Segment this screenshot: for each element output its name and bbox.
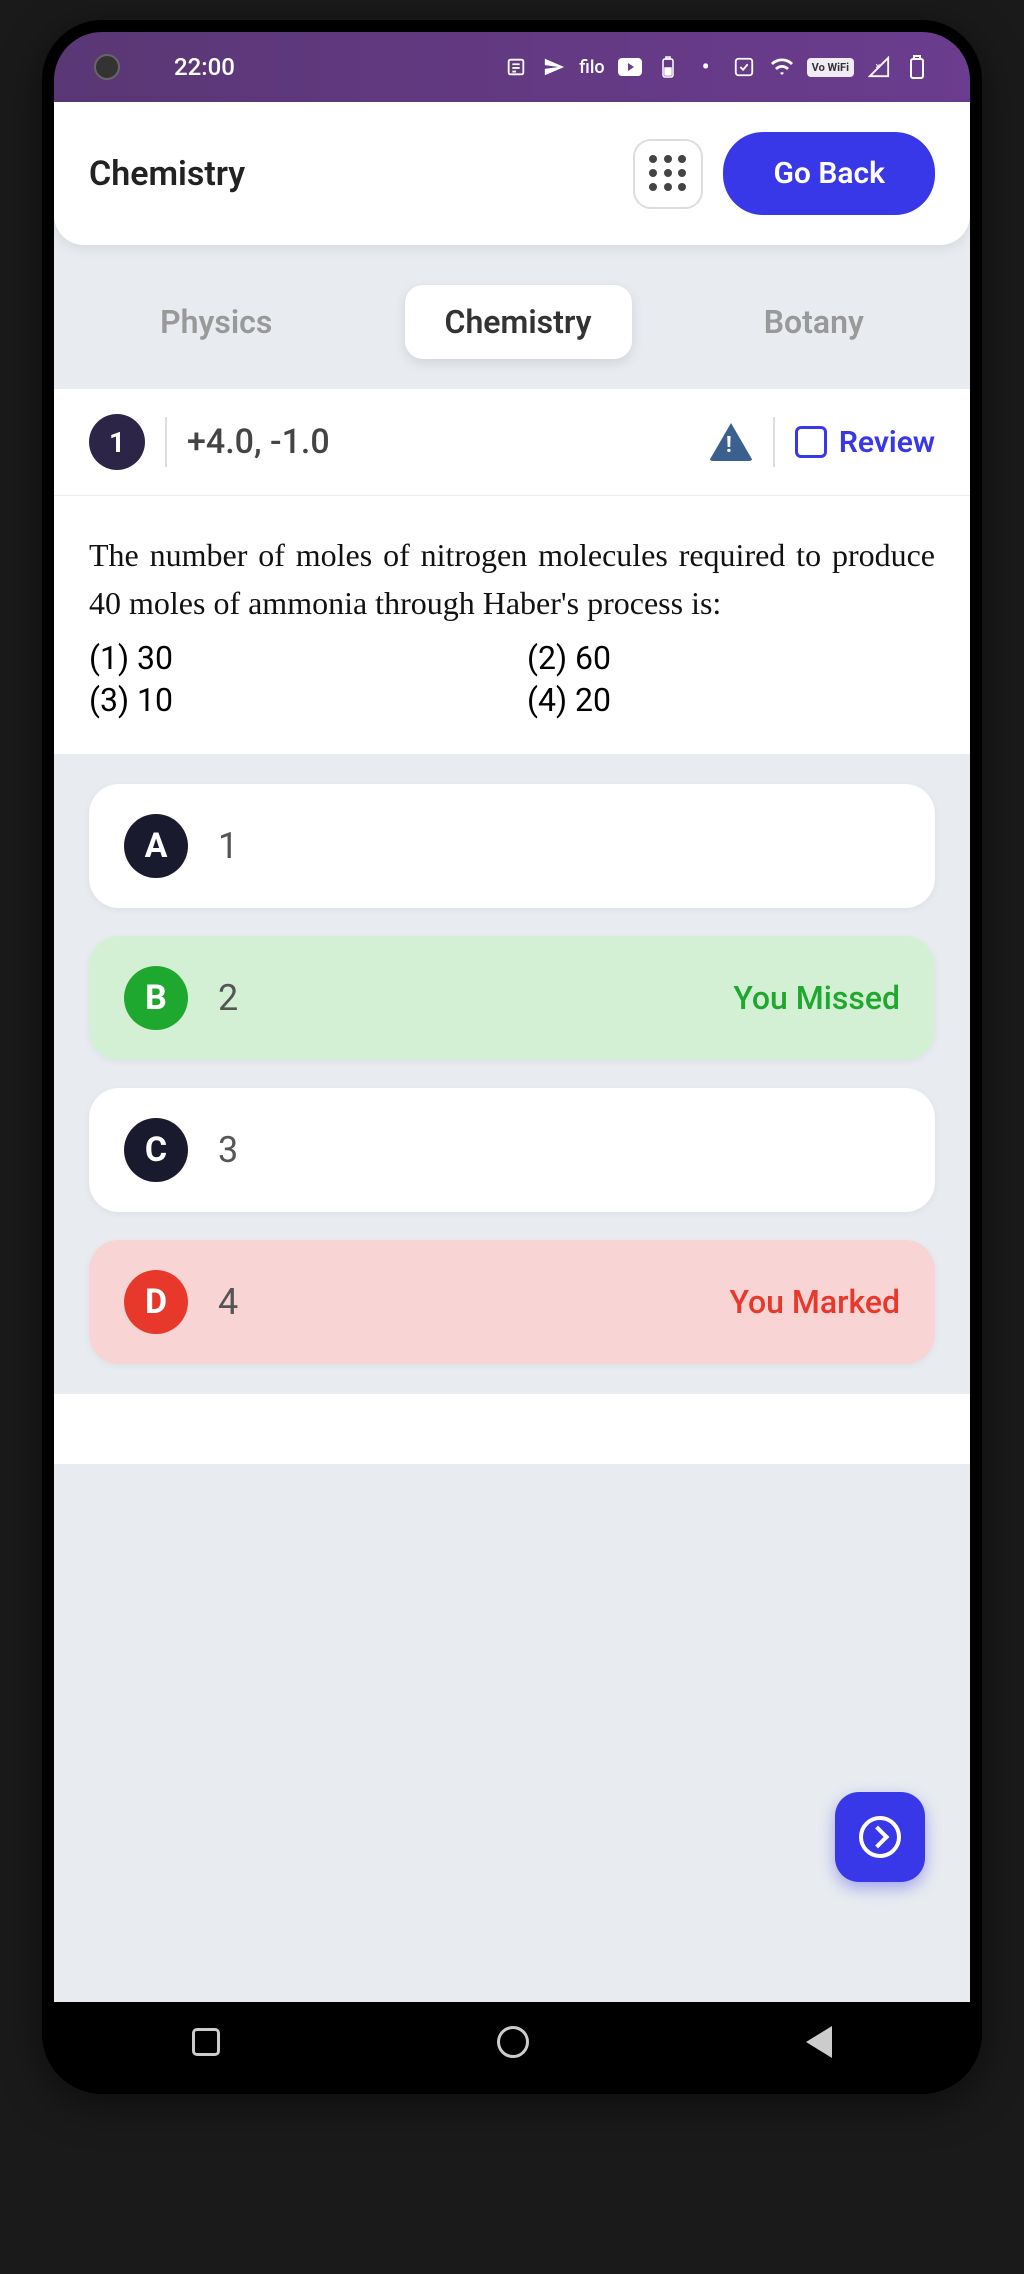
answers-container: A 1 B 2 You Missed C 3 D 4 You Marked	[54, 754, 970, 1394]
notif-icon	[731, 54, 757, 80]
tab-physics[interactable]: Physics	[120, 285, 312, 359]
question-body: The number of moles of nitrogen molecule…	[54, 496, 970, 754]
nav-home-icon[interactable]	[497, 2026, 529, 2058]
answer-value-a: 1	[218, 825, 238, 867]
wifi-icon	[769, 54, 795, 80]
tab-chemistry[interactable]: Chemistry	[405, 285, 632, 359]
review-toggle[interactable]: Review	[795, 425, 935, 460]
answer-status-marked: You Marked	[729, 1283, 900, 1321]
answer-value-c: 3	[218, 1129, 238, 1171]
option-4: (4) 20	[527, 681, 935, 719]
filo-label: filo	[579, 57, 604, 78]
status-time: 22:00	[174, 53, 235, 81]
answer-badge-c: C	[124, 1118, 188, 1182]
option-1: (1) 30	[89, 639, 497, 677]
system-nav-bar	[54, 2002, 970, 2082]
phone-screen: 22:00 filo •	[54, 32, 970, 2082]
status-icons-left: filo • Vo WiFi ×	[503, 54, 930, 80]
nav-recent-icon[interactable]	[192, 2028, 220, 2056]
answer-status-missed: You Missed	[733, 979, 900, 1017]
answer-badge-d: D	[124, 1270, 188, 1334]
status-bar: 22:00 filo •	[54, 32, 970, 102]
review-label: Review	[839, 425, 935, 460]
tab-botany[interactable]: Botany	[724, 285, 904, 359]
answer-a[interactable]: A 1	[89, 784, 935, 908]
menu-grid-icon[interactable]	[633, 139, 703, 209]
phone-frame: 22:00 filo •	[42, 20, 982, 2094]
next-arrow-icon	[859, 1816, 901, 1858]
question-text: The number of moles of nitrogen molecule…	[89, 531, 935, 627]
answer-d[interactable]: D 4 You Marked	[89, 1240, 935, 1364]
answer-b[interactable]: B 2 You Missed	[89, 936, 935, 1060]
front-camera	[94, 54, 120, 80]
go-back-button[interactable]: Go Back	[723, 132, 935, 215]
question-score: +4.0, -1.0	[187, 422, 689, 462]
answer-c[interactable]: C 3	[89, 1088, 935, 1212]
answer-badge-a: A	[124, 814, 188, 878]
answer-value-b: 2	[218, 977, 238, 1019]
warning-icon[interactable]	[709, 423, 753, 461]
svg-text:×: ×	[875, 62, 880, 72]
battery2-icon	[904, 54, 930, 80]
bottom-strip	[54, 1394, 970, 1464]
divider	[165, 417, 167, 467]
page-title: Chemistry	[89, 154, 245, 194]
question-meta: 1 +4.0, -1.0 Review	[54, 389, 970, 496]
option-2: (2) 60	[527, 639, 935, 677]
youtube-icon	[617, 54, 643, 80]
header-card: Chemistry Go Back	[54, 102, 970, 245]
list-icon	[503, 54, 529, 80]
dot-icon: •	[693, 54, 719, 80]
app-content: Chemistry Go Back Physics Chemistry Bota…	[54, 102, 970, 2002]
divider	[773, 417, 775, 467]
review-checkbox[interactable]	[795, 426, 827, 458]
question-options: (1) 30 (2) 60 (3) 10 (4) 20	[89, 639, 935, 719]
answer-badge-b: B	[124, 966, 188, 1030]
option-3: (3) 10	[89, 681, 497, 719]
next-button[interactable]	[835, 1792, 925, 1882]
battery-icon	[655, 54, 681, 80]
nav-back-icon[interactable]	[806, 2026, 832, 2058]
answer-value-d: 4	[218, 1281, 238, 1323]
question-number: 1	[89, 414, 145, 470]
vowifi-badge: Vo WiFi	[807, 58, 854, 77]
subject-tabs: Physics Chemistry Botany	[54, 245, 970, 389]
signal-icon: ×	[866, 54, 892, 80]
send-icon	[541, 54, 567, 80]
